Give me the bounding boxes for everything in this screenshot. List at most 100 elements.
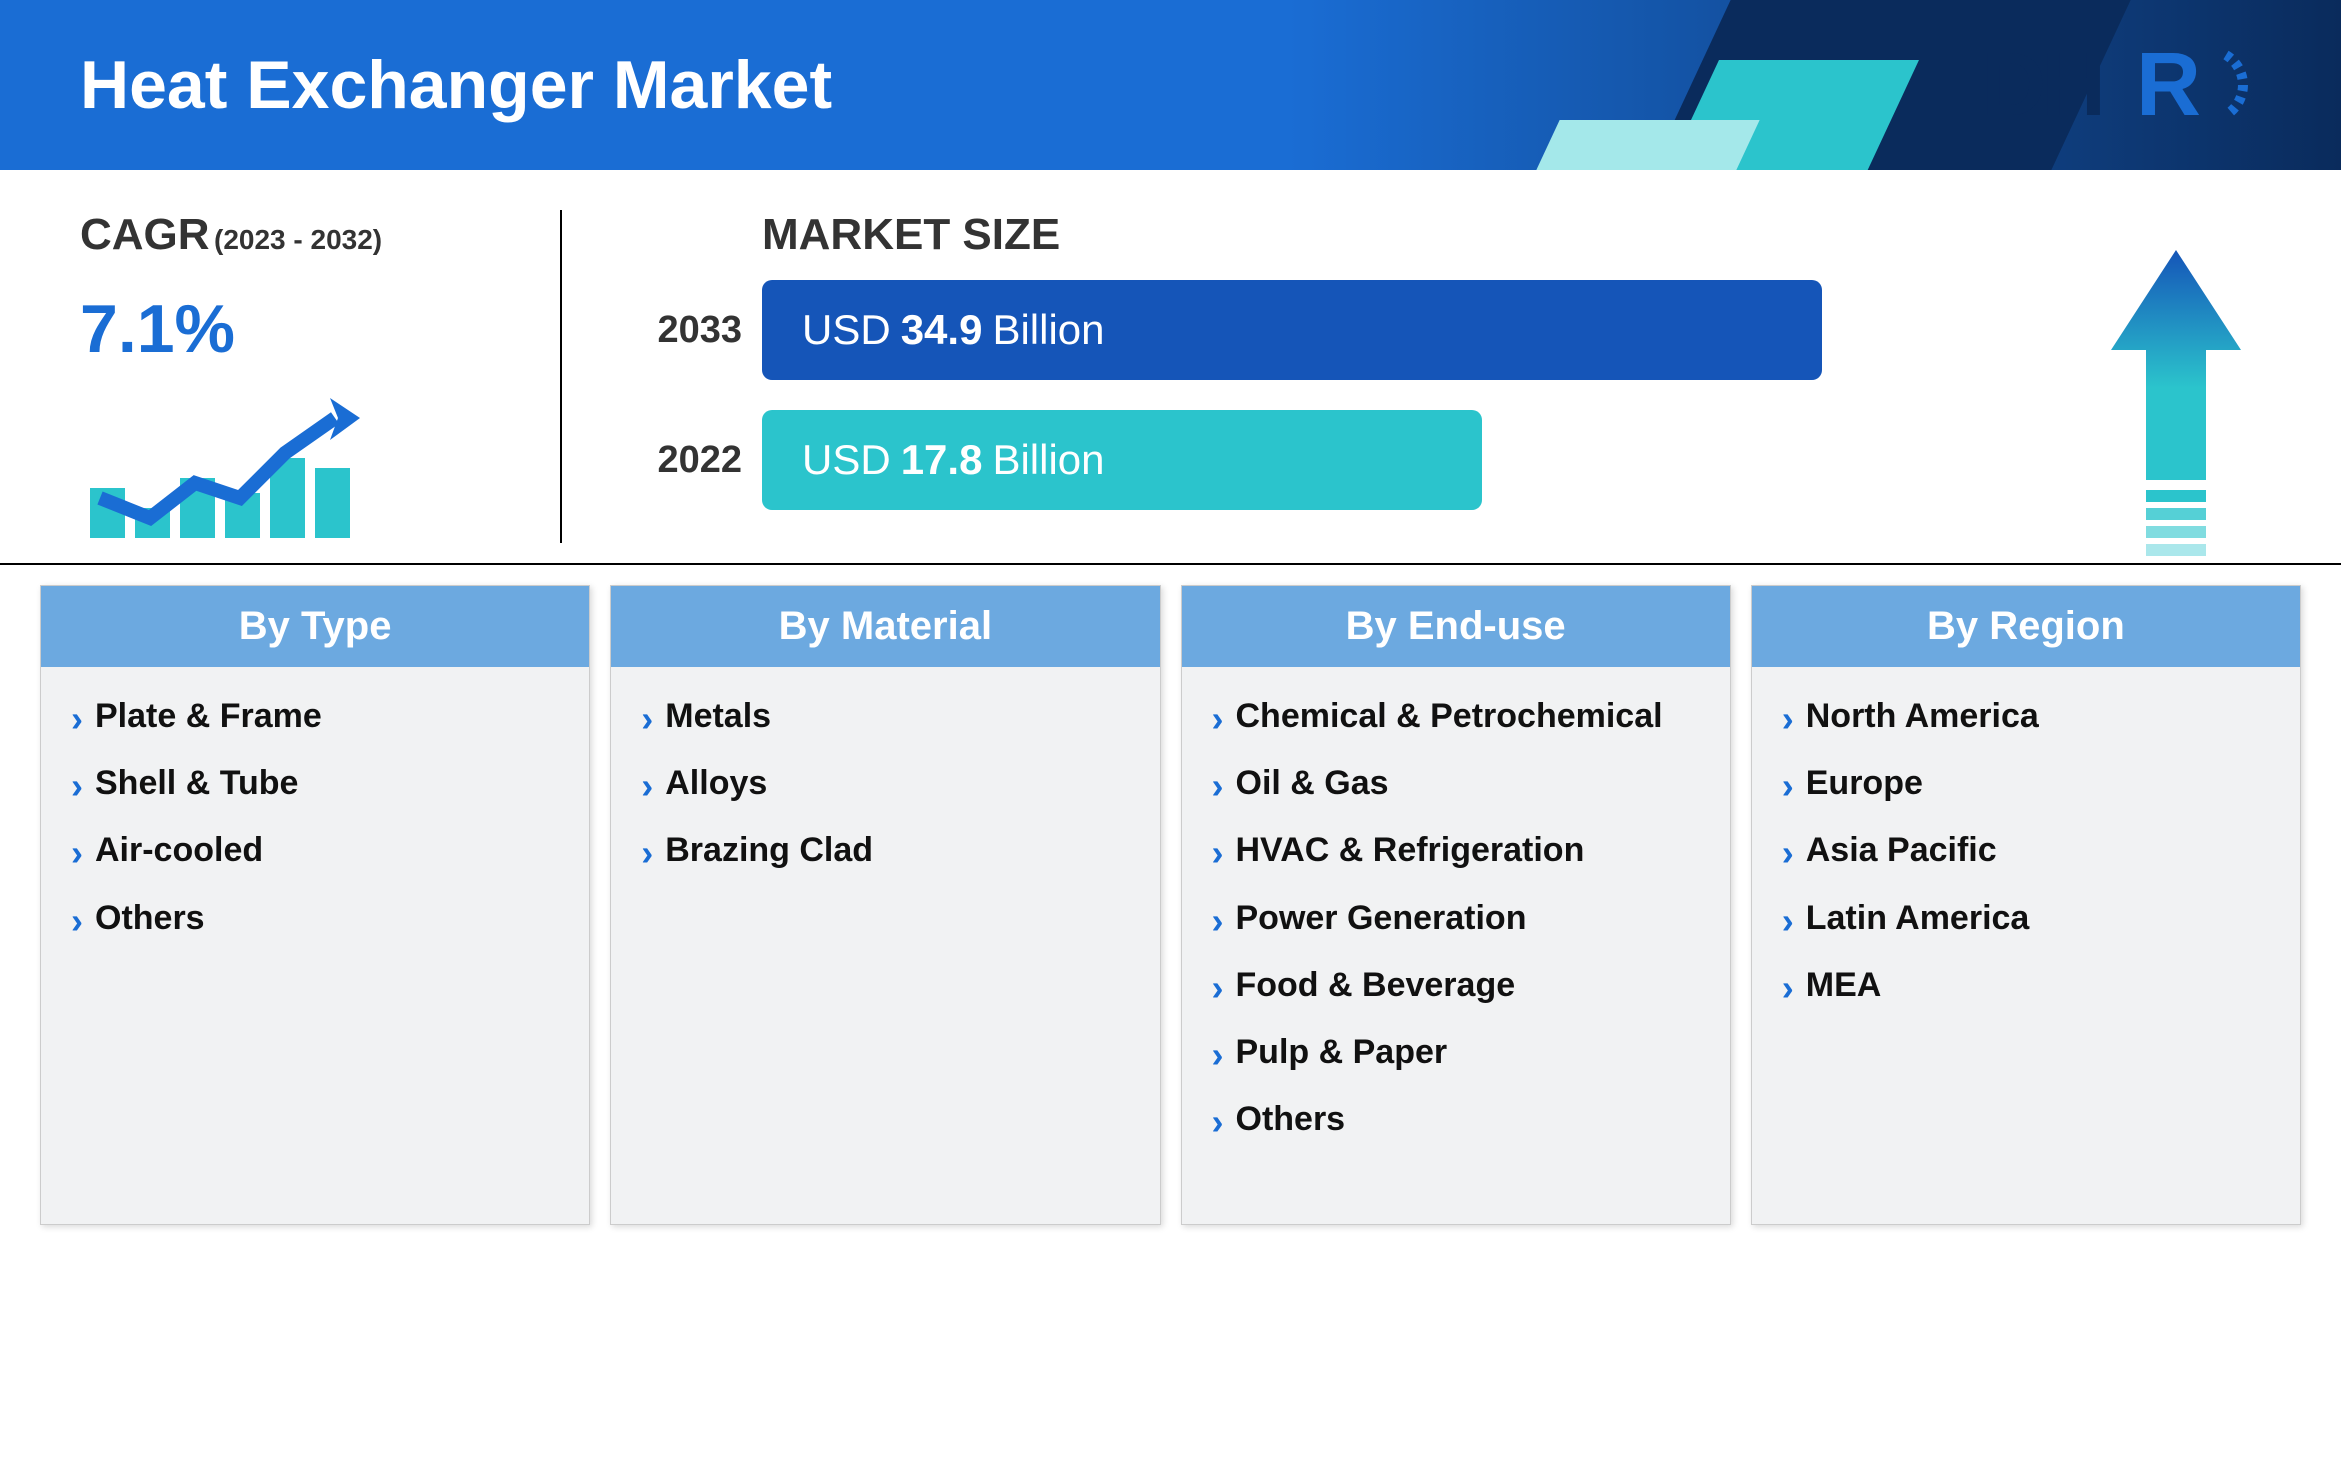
- category-header: By Material: [611, 586, 1159, 667]
- cagr-value: 7.1%: [80, 290, 500, 368]
- category-box: By Region › North America › Europe › Asia Paci…: [1751, 585, 2301, 1225]
- bar-year: 2033: [562, 309, 742, 352]
- list-item-label: Asia Pacific: [1806, 831, 1997, 870]
- bar-row: 2022 USD17.8Billion: [562, 410, 2281, 510]
- market-size-bar: USD17.8Billion: [762, 410, 1482, 510]
- category-header: By Type: [41, 586, 589, 667]
- chevron-right-icon: ›: [71, 697, 83, 740]
- list-item: › HVAC & Refrigeration: [1212, 831, 1700, 874]
- bar-prefix: USD: [802, 306, 891, 354]
- list-item-label: Oil & Gas: [1236, 764, 1389, 803]
- list-item: › Oil & Gas: [1212, 764, 1700, 807]
- list-item: › North America: [1782, 697, 2270, 740]
- chevron-right-icon: ›: [641, 697, 653, 740]
- list-item-label: MEA: [1806, 966, 1882, 1005]
- category-list: › North America › Europe › Asia Pacific › Latin…: [1752, 667, 2300, 1063]
- list-item: › Europe: [1782, 764, 2270, 807]
- list-item: › Others: [1212, 1100, 1700, 1143]
- category-list: › Plate & Frame › Shell & Tube › Air-cooled › O…: [41, 667, 589, 996]
- page-title: Heat Exchanger Market: [80, 46, 832, 124]
- cagr-block: CAGR (2023 - 2032) 7.1%: [80, 210, 500, 543]
- cagr-heading: CAGR (2023 - 2032): [80, 210, 500, 260]
- bar-prefix: USD: [802, 436, 891, 484]
- category-box: By End-use › Chemical & Petrochemical › Oil …: [1181, 585, 1731, 1225]
- header-banner: Heat Exchanger Market DH R: [0, 0, 2341, 170]
- categories-row: By Type › Plate & Frame › Shell & Tube › Air-c…: [0, 585, 2341, 1225]
- list-item: › Power Generation: [1212, 899, 1700, 942]
- chevron-right-icon: ›: [1782, 831, 1794, 874]
- list-item-label: Europe: [1806, 764, 1923, 803]
- list-item-label: Latin America: [1806, 899, 2030, 938]
- list-item: › Others: [71, 899, 559, 942]
- list-item: › Chemical & Petrochemical: [1212, 697, 1700, 740]
- dhr-logo-svg: DH R: [1981, 30, 2281, 140]
- chevron-right-icon: ›: [1212, 764, 1224, 807]
- svg-text:R: R: [2136, 35, 2201, 135]
- chevron-right-icon: ›: [1782, 899, 1794, 942]
- list-item: › Shell & Tube: [71, 764, 559, 807]
- svg-text:DH: DH: [1981, 35, 2101, 135]
- list-item-label: Power Generation: [1236, 899, 1527, 938]
- chevron-right-icon: ›: [71, 899, 83, 942]
- list-item: › Plate & Frame: [71, 697, 559, 740]
- chevron-right-icon: ›: [1212, 966, 1224, 1009]
- cagr-trend-icon: [80, 378, 360, 538]
- list-item: › MEA: [1782, 966, 2270, 1009]
- cagr-period: (2023 - 2032): [214, 224, 382, 255]
- market-size-bar: USD34.9Billion: [762, 280, 1822, 380]
- bar-value: 34.9: [901, 306, 983, 354]
- chevron-right-icon: ›: [641, 831, 653, 874]
- list-item-label: Pulp & Paper: [1236, 1033, 1448, 1072]
- list-item-label: HVAC & Refrigeration: [1236, 831, 1585, 870]
- category-box: By Material › Metals › Alloys › Brazing Clad: [610, 585, 1160, 1225]
- list-item: › Asia Pacific: [1782, 831, 2270, 874]
- header-stripe-light: [1522, 120, 1759, 170]
- list-item-label: Air-cooled: [95, 831, 263, 870]
- category-header: By Region: [1752, 586, 2300, 667]
- chevron-right-icon: ›: [1212, 899, 1224, 942]
- chevron-right-icon: ›: [1212, 1100, 1224, 1143]
- chevron-right-icon: ›: [1782, 966, 1794, 1009]
- list-item: › Air-cooled: [71, 831, 559, 874]
- list-item: › Alloys: [641, 764, 1129, 807]
- list-item-label: North America: [1806, 697, 2039, 736]
- list-item-label: Food & Beverage: [1236, 966, 1516, 1005]
- chevron-right-icon: ›: [1212, 697, 1224, 740]
- bar-suffix: Billion: [992, 436, 1104, 484]
- list-item: › Food & Beverage: [1212, 966, 1700, 1009]
- cagr-label: CAGR: [80, 210, 210, 259]
- growth-arrow-icon: [2111, 250, 2241, 570]
- list-item-label: Brazing Clad: [665, 831, 873, 870]
- chevron-right-icon: ›: [1212, 1033, 1224, 1076]
- chevron-right-icon: ›: [1212, 831, 1224, 874]
- chevron-right-icon: ›: [1782, 764, 1794, 807]
- bar-year: 2022: [562, 439, 742, 482]
- bar-suffix: Billion: [992, 306, 1104, 354]
- bar-value: 17.8: [901, 436, 983, 484]
- metrics-section: CAGR (2023 - 2032) 7.1% MARKET SIZE 2033…: [0, 170, 2341, 565]
- market-size-label: MARKET SIZE: [762, 210, 2281, 260]
- list-item-label: Plate & Frame: [95, 697, 322, 736]
- chevron-right-icon: ›: [71, 831, 83, 874]
- category-box: By Type › Plate & Frame › Shell & Tube › Air-c…: [40, 585, 590, 1225]
- list-item-label: Metals: [665, 697, 771, 736]
- list-item: › Metals: [641, 697, 1129, 740]
- list-item-label: Others: [1236, 1100, 1346, 1139]
- chevron-right-icon: ›: [71, 764, 83, 807]
- brand-logo: DH R: [1971, 25, 2291, 145]
- chevron-right-icon: ›: [1782, 697, 1794, 740]
- list-item-label: Chemical & Petrochemical: [1236, 697, 1663, 736]
- bars-container: 2033USD34.9Billion2022USD17.8Billion: [562, 280, 2281, 510]
- list-item-label: Others: [95, 899, 205, 938]
- bar-row: 2033 USD34.9Billion: [562, 280, 2281, 380]
- list-item: › Brazing Clad: [641, 831, 1129, 874]
- category-header: By End-use: [1182, 586, 1730, 667]
- list-item-label: Alloys: [665, 764, 767, 803]
- category-list: › Metals › Alloys › Brazing Clad: [611, 667, 1159, 929]
- market-size-block: MARKET SIZE 2033USD34.9Billion2022USD17.…: [560, 210, 2281, 543]
- list-item: › Pulp & Paper: [1212, 1033, 1700, 1076]
- list-item-label: Shell & Tube: [95, 764, 298, 803]
- category-list: › Chemical & Petrochemical › Oil & Gas › HVAC…: [1182, 667, 1730, 1197]
- chevron-right-icon: ›: [641, 764, 653, 807]
- list-item: › Latin America: [1782, 899, 2270, 942]
